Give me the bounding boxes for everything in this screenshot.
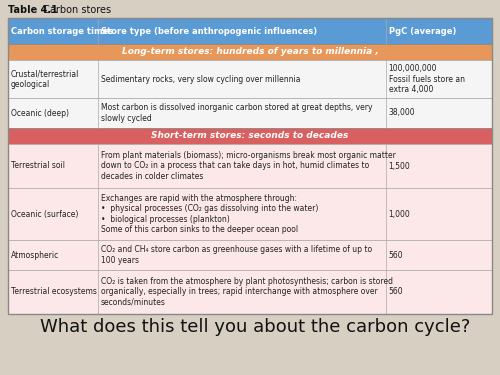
Bar <box>8 270 492 314</box>
Text: 38,000: 38,000 <box>388 108 415 117</box>
Bar <box>8 188 492 240</box>
Text: Terrestrial soil: Terrestrial soil <box>11 162 65 171</box>
Bar <box>8 98 492 128</box>
Bar <box>8 144 492 188</box>
Text: Table 4.1: Table 4.1 <box>8 5 58 15</box>
Text: From plant materials (biomass); micro-organisms break most organic matter
down t: From plant materials (biomass); micro-or… <box>100 151 396 181</box>
Text: Atmospheric: Atmospheric <box>11 251 60 260</box>
Bar <box>8 60 492 98</box>
Bar <box>8 18 492 314</box>
Text: CO₂ is taken from the atmosphere by plant photosynthesis; carbon is stored
organ: CO₂ is taken from the atmosphere by plan… <box>100 277 393 307</box>
Text: Terrestrial ecosystems: Terrestrial ecosystems <box>11 288 97 297</box>
Text: Carbon stores: Carbon stores <box>40 5 111 15</box>
Text: Carbon storage times: Carbon storage times <box>11 27 113 36</box>
Bar <box>8 128 492 144</box>
Text: 1,500: 1,500 <box>388 162 410 171</box>
Bar <box>8 18 492 44</box>
Text: PgC (average): PgC (average) <box>388 27 456 36</box>
Text: Short-term stores: seconds to decades: Short-term stores: seconds to decades <box>152 132 348 141</box>
Text: Sedimentary rocks, very slow cycling over millennia: Sedimentary rocks, very slow cycling ove… <box>100 75 300 84</box>
Text: Store type (before anthropogenic influences): Store type (before anthropogenic influen… <box>100 27 316 36</box>
Text: Crustal/terrestrial
geological: Crustal/terrestrial geological <box>11 69 80 89</box>
Text: CO₂ and CH₄ store carbon as greenhouse gases with a lifetime of up to
100 years: CO₂ and CH₄ store carbon as greenhouse g… <box>100 245 372 265</box>
Text: Most carbon is dissolved inorganic carbon stored at great depths, very
slowly cy: Most carbon is dissolved inorganic carbo… <box>100 103 372 123</box>
Text: 560: 560 <box>388 251 403 260</box>
Text: 1,000: 1,000 <box>388 210 410 219</box>
Text: Oceanic (deep): Oceanic (deep) <box>11 108 69 117</box>
Text: What does this tell you about the carbon cycle?: What does this tell you about the carbon… <box>40 318 470 336</box>
Bar <box>8 240 492 270</box>
Text: Long-term stores: hundreds of years to millennia ,: Long-term stores: hundreds of years to m… <box>122 48 378 57</box>
Bar <box>8 44 492 60</box>
Text: 100,000,000
Fossil fuels store an
extra 4,000: 100,000,000 Fossil fuels store an extra … <box>388 64 464 94</box>
Text: Oceanic (surface): Oceanic (surface) <box>11 210 78 219</box>
Text: 560: 560 <box>388 288 403 297</box>
Text: Exchanges are rapid with the atmosphere through:
•  physical processes (CO₂ gas : Exchanges are rapid with the atmosphere … <box>100 194 318 234</box>
